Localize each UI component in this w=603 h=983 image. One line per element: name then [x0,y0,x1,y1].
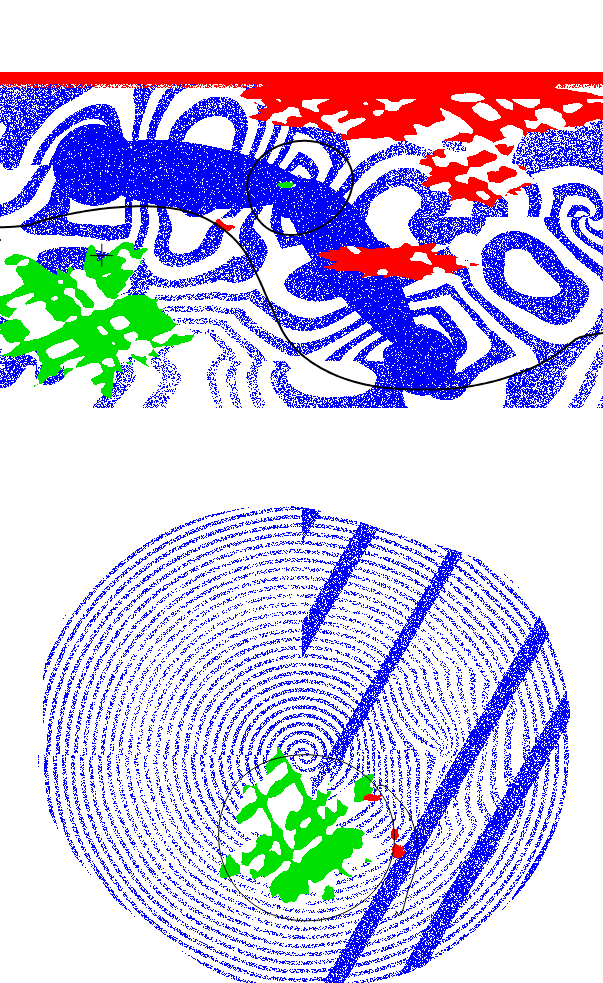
rectangular-field-map-canvas[interactable] [0,72,603,408]
polar-field-map-canvas[interactable] [33,470,570,983]
polar-field-map-panel[interactable]: polar-map [33,470,570,983]
rectangular-field-map-panel[interactable]: rectangular-map [0,72,603,408]
